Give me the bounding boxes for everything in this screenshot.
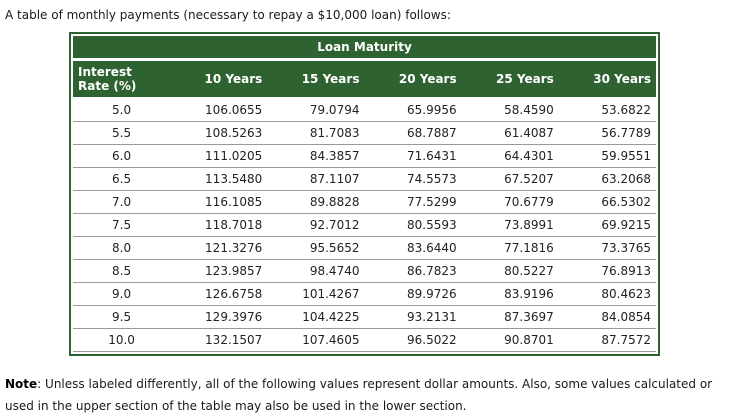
- payment-cell: 83.6440: [364, 236, 462, 260]
- table-row: 6.0 111.0205 84.3857 71.6431 64.4301 59.9551: [73, 144, 656, 168]
- payment-cell: 73.3765: [558, 236, 656, 260]
- note-label: Note: [5, 377, 38, 391]
- payment-cell: 68.7887: [364, 121, 462, 145]
- payment-cell: 58.4590: [461, 98, 559, 122]
- interest-rate-cell: 8.5: [73, 259, 171, 283]
- payment-cell: 80.4623: [558, 282, 656, 306]
- note-body: : Unless labeled differently, all of the…: [5, 377, 713, 413]
- payment-cell: 95.5652: [267, 236, 365, 260]
- table-header-row: Interest Rate (%) 10 Years 15 Years 20 Y…: [73, 59, 656, 99]
- payment-cell: 81.7083: [267, 121, 365, 145]
- payment-cell: 126.6758: [170, 282, 268, 306]
- table-row: 6.5 113.5480 87.1107 74.5573 67.5207 63.2068: [73, 167, 656, 191]
- interest-rate-cell: 6.0: [73, 144, 171, 168]
- payment-cell: 71.6431: [364, 144, 462, 168]
- table-row: 7.0 116.1085 89.8828 77.5299 70.6779 66.5302: [73, 190, 656, 214]
- payment-cell: 107.4605: [267, 328, 365, 352]
- payment-cell: 87.7572: [558, 328, 656, 352]
- table-row: 7.5 118.7018 92.7012 80.5593 73.8991 69.9215: [73, 213, 656, 237]
- payment-cell: 108.5263: [170, 121, 268, 145]
- payment-cell: 104.4225: [267, 305, 365, 329]
- interest-rate-cell: 7.5: [73, 213, 171, 237]
- loan-payments-table: Loan Maturity Interest Rate (%) 10 Years…: [73, 36, 656, 352]
- interest-rate-cell: 8.0: [73, 236, 171, 260]
- note-text: Note: Unless labeled differently, all of…: [5, 373, 727, 417]
- payment-cell: 67.5207: [461, 167, 559, 191]
- interest-rate-cell: 9.0: [73, 282, 171, 306]
- interest-rate-cell: 7.0: [73, 190, 171, 214]
- payment-cell: 59.9551: [558, 144, 656, 168]
- column-header-25-years: 25 Years: [461, 59, 559, 99]
- payment-cell: 76.8913: [558, 259, 656, 283]
- interest-rate-cell: 6.5: [73, 167, 171, 191]
- table-row: 5.0 106.0655 79.0794 65.9956 58.4590 53.6822: [73, 98, 656, 122]
- column-header-10-years: 10 Years: [170, 59, 268, 99]
- column-header-30-years: 30 Years: [558, 59, 656, 99]
- payment-cell: 84.3857: [267, 144, 365, 168]
- payment-cell: 101.4267: [267, 282, 365, 306]
- payment-cell: 74.5573: [364, 167, 462, 191]
- payment-cell: 113.5480: [170, 167, 268, 191]
- column-header-20-years: 20 Years: [364, 59, 462, 99]
- payment-cell: 63.2068: [558, 167, 656, 191]
- payment-cell: 53.6822: [558, 98, 656, 122]
- table-row: 8.0 121.3276 95.5652 83.6440 77.1816 73.3765: [73, 236, 656, 260]
- payment-cell: 93.2131: [364, 305, 462, 329]
- payment-cell: 129.3976: [170, 305, 268, 329]
- payment-cell: 79.0794: [267, 98, 365, 122]
- payment-cell: 84.0854: [558, 305, 656, 329]
- payment-cell: 89.9726: [364, 282, 462, 306]
- table-body: 5.0 106.0655 79.0794 65.9956 58.4590 53.6822 5…: [73, 98, 656, 352]
- column-header-15-years: 15 Years: [267, 59, 365, 99]
- table-row: 9.5 129.3976 104.4225 93.2131 87.3697 84.0854: [73, 305, 656, 329]
- payment-cell: 83.9196: [461, 282, 559, 306]
- table-title: Loan Maturity: [73, 36, 656, 61]
- loan-payments-table-border: Loan Maturity Interest Rate (%) 10 Years…: [69, 32, 660, 356]
- table-row: 10.0 132.1507 107.4605 96.5022 90.8701 87.757…: [73, 328, 656, 352]
- payment-cell: 65.9956: [364, 98, 462, 122]
- table-row: 5.5 108.5263 81.7083 68.7887 61.4087 56.7789: [73, 121, 656, 145]
- interest-rate-cell: 9.5: [73, 305, 171, 329]
- payment-cell: 106.0655: [170, 98, 268, 122]
- payment-cell: 116.1085: [170, 190, 268, 214]
- payment-cell: 61.4087: [461, 121, 559, 145]
- column-header-interest-rate: Interest Rate (%): [73, 59, 171, 99]
- payment-cell: 56.7789: [558, 121, 656, 145]
- payment-cell: 87.1107: [267, 167, 365, 191]
- payment-cell: 121.3276: [170, 236, 268, 260]
- payment-cell: 118.7018: [170, 213, 268, 237]
- table-title-row: Loan Maturity: [73, 36, 656, 61]
- payment-cell: 92.7012: [267, 213, 365, 237]
- payment-cell: 87.3697: [461, 305, 559, 329]
- payment-cell: 80.5227: [461, 259, 559, 283]
- payment-cell: 86.7823: [364, 259, 462, 283]
- interest-rate-cell: 10.0: [73, 328, 171, 352]
- payment-cell: 64.4301: [461, 144, 559, 168]
- interest-rate-cell: 5.0: [73, 98, 171, 122]
- payment-cell: 90.8701: [461, 328, 559, 352]
- payment-cell: 89.8828: [267, 190, 365, 214]
- payment-cell: 111.0205: [170, 144, 268, 168]
- payment-cell: 70.6779: [461, 190, 559, 214]
- payment-cell: 69.9215: [558, 213, 656, 237]
- payment-cell: 73.8991: [461, 213, 559, 237]
- payment-cell: 98.4740: [267, 259, 365, 283]
- payment-cell: 123.9857: [170, 259, 268, 283]
- payment-cell: 77.5299: [364, 190, 462, 214]
- payment-cell: 80.5593: [364, 213, 462, 237]
- table-row: 9.0 126.6758 101.4267 89.9726 83.9196 80.4623: [73, 282, 656, 306]
- intro-text: A table of monthly payments (necessary t…: [5, 8, 451, 22]
- payment-cell: 77.1816: [461, 236, 559, 260]
- table-row: 8.5 123.9857 98.4740 86.7823 80.5227 76.8913: [73, 259, 656, 283]
- payment-cell: 66.5302: [558, 190, 656, 214]
- interest-rate-cell: 5.5: [73, 121, 171, 145]
- payment-cell: 96.5022: [364, 328, 462, 352]
- payment-cell: 132.1507: [170, 328, 268, 352]
